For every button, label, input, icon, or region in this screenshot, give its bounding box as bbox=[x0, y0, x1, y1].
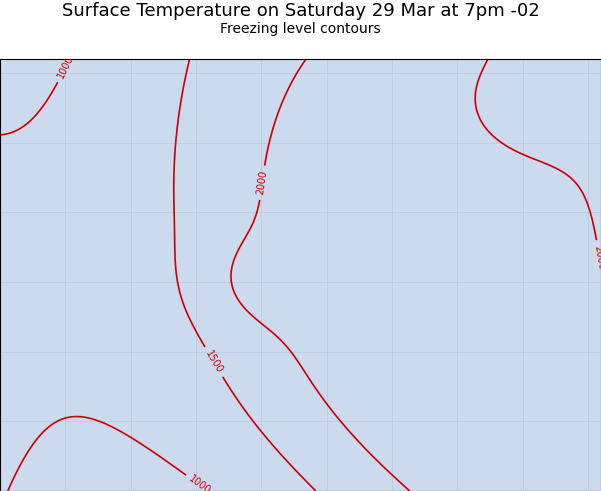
Text: 2000: 2000 bbox=[593, 244, 601, 270]
Text: 1500: 1500 bbox=[203, 349, 224, 375]
Text: 2000: 2000 bbox=[255, 170, 269, 195]
Text: Freezing level contours: Freezing level contours bbox=[220, 22, 381, 36]
Text: Surface Temperature on Saturday 29 Mar at 7pm -02: Surface Temperature on Saturday 29 Mar a… bbox=[62, 2, 539, 21]
Text: 1000: 1000 bbox=[187, 474, 213, 491]
Text: 1000: 1000 bbox=[56, 54, 75, 80]
